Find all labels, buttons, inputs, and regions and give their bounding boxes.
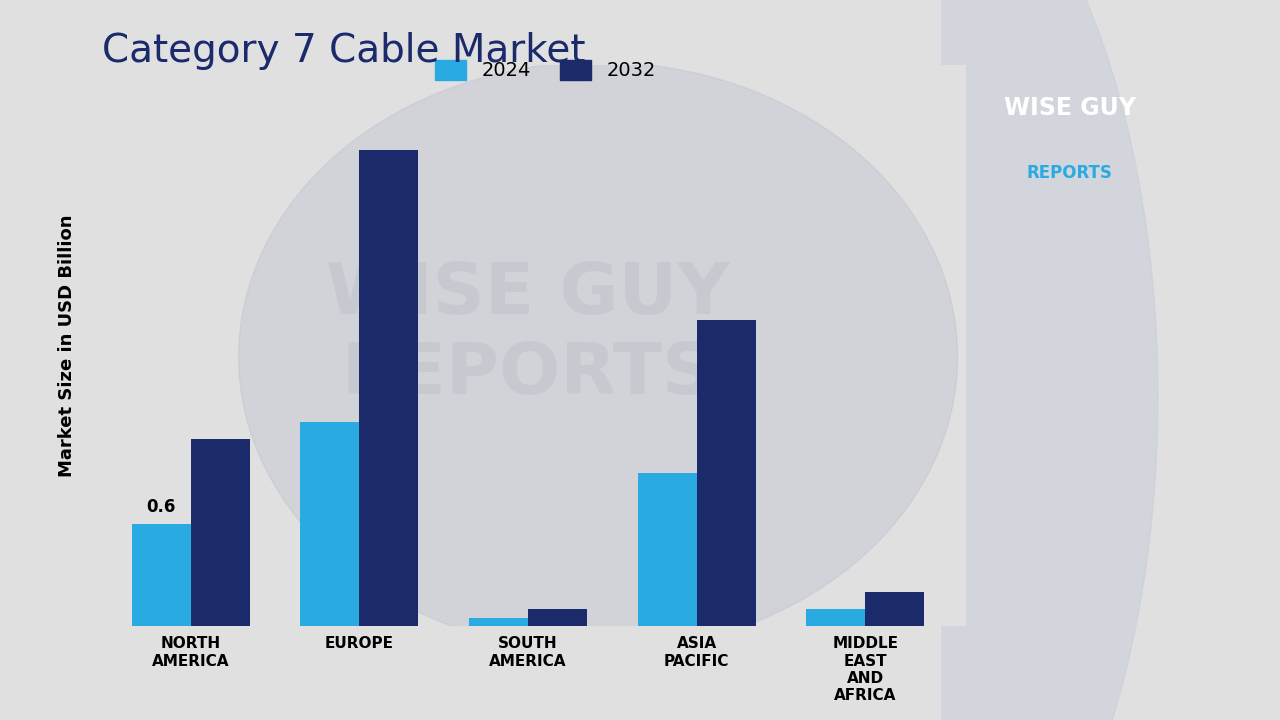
Bar	[191, 439, 250, 626]
Bar	[529, 609, 588, 626]
Bar	[360, 150, 419, 626]
Legend: 2024, 2032: 2024, 2032	[428, 52, 664, 88]
Bar	[301, 422, 360, 626]
Y-axis label: Market Size in USD Billion: Market Size in USD Billion	[58, 215, 76, 477]
Bar	[696, 320, 755, 626]
Bar	[468, 618, 529, 626]
Ellipse shape	[238, 62, 957, 652]
Text: Category 7 Cable Market: Category 7 Cable Market	[102, 32, 586, 71]
Text: 0.6: 0.6	[147, 498, 175, 516]
Bar	[637, 473, 696, 626]
Text: WISE GUY
REPORTS: WISE GUY REPORTS	[326, 260, 730, 409]
Text: WISE GUY: WISE GUY	[1004, 96, 1135, 120]
Bar	[806, 609, 865, 626]
Text: REPORTS: REPORTS	[1027, 163, 1112, 181]
Circle shape	[602, 0, 1158, 720]
Bar	[865, 593, 924, 626]
Bar	[132, 524, 191, 626]
